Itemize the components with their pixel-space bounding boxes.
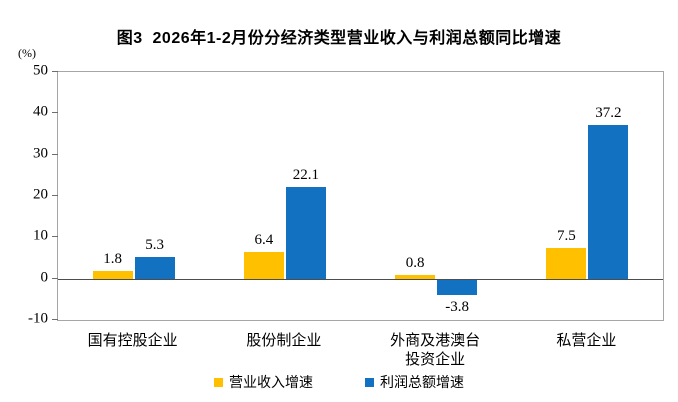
- bar-s1-c3: [395, 275, 436, 279]
- chart-title: 图3 2026年1-2月份分经济类型营业收入与利润总额同比增速: [116, 30, 562, 47]
- bar-s2-c4: [588, 124, 629, 279]
- y-axis-unit-label: (%): [18, 46, 36, 60]
- x-axis-label: 国有控股企业: [87, 333, 178, 349]
- y-tick-label: 20: [33, 186, 48, 203]
- legend-item: 营业收入增速: [214, 372, 313, 392]
- bar-value-label: 6.4: [254, 232, 274, 249]
- bar-s1-c2: [243, 252, 284, 279]
- y-tick-label: 30: [33, 145, 48, 162]
- bar-value-label: 5.3: [145, 236, 164, 253]
- y-tick-label: -10: [28, 310, 48, 327]
- x-axis-label: 私营企业: [556, 333, 617, 349]
- legend: 营业收入增速 利润总额增速: [0, 372, 678, 392]
- legend-label: 利润总额增速: [380, 376, 464, 391]
- bar-s2-c1: [134, 256, 175, 279]
- bar-s1-c4: [546, 247, 587, 279]
- bar-s2-c2: [285, 187, 326, 279]
- bar-value-label: -3.8: [445, 299, 469, 316]
- bar-value-label: 1.8: [103, 251, 122, 268]
- y-tick-label: 50: [33, 62, 48, 79]
- legend-swatch: [365, 377, 374, 387]
- bar-value-label: 7.5: [557, 227, 576, 244]
- legend-swatch: [214, 377, 223, 387]
- x-axis-label: 股份制企业: [246, 333, 322, 349]
- y-tick-mark: [52, 71, 58, 72]
- zero-axis-line: [58, 278, 663, 280]
- y-tick-mark: [52, 112, 58, 114]
- y-tick-mark: [52, 153, 58, 155]
- y-tick-mark: [52, 319, 58, 320]
- bar-value-label: 0.8: [405, 255, 425, 272]
- bar-s2-c3: [437, 279, 478, 296]
- bar-value-label: 37.2: [595, 104, 622, 121]
- y-tick-mark: [52, 195, 58, 196]
- x-axis-label: 外商及港澳台 投资企业: [390, 333, 481, 368]
- y-tick-mark: [52, 277, 58, 279]
- bar-s1-c1: [92, 271, 133, 279]
- y-tick-label: 10: [33, 227, 48, 244]
- y-tick-mark: [52, 236, 58, 238]
- plot-area: 1.8 6.4 0.8 7.5 5.3 22.1 -3.8 37.2: [57, 71, 664, 321]
- bar-value-label: 22.1: [292, 167, 319, 184]
- legend-label: 营业收入增速: [229, 376, 313, 391]
- y-tick-label: 0: [40, 269, 49, 286]
- legend-item: 利润总额增速: [365, 372, 464, 392]
- y-tick-label: 40: [33, 103, 48, 120]
